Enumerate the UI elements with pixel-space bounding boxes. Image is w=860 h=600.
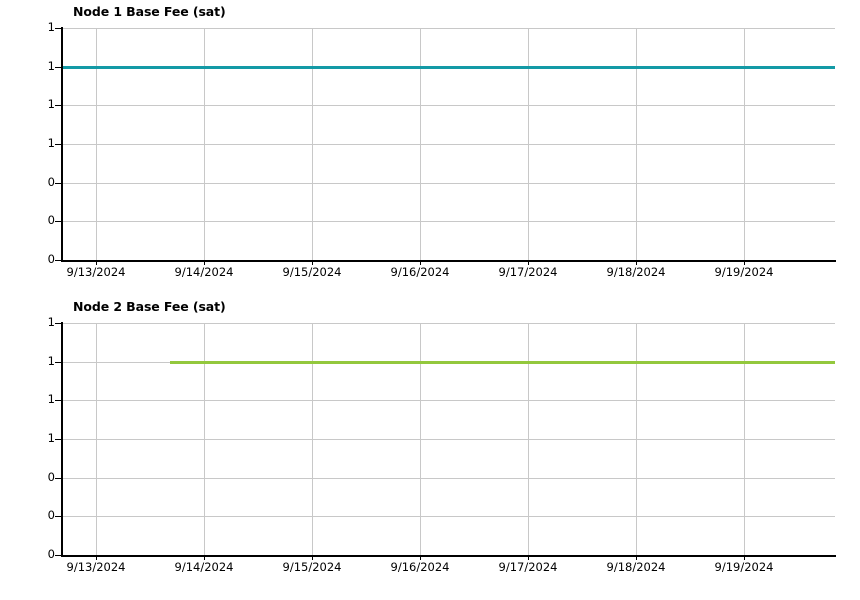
gridline-horizontal [62,323,835,324]
y-axis-tick [55,516,62,517]
gridline-horizontal [62,439,835,440]
y-axis-tick [55,28,62,29]
y-axis-tick [55,105,62,106]
y-axis-tick-label: 0 [47,252,55,266]
gridline-vertical [636,323,637,555]
x-axis-tick [528,555,529,560]
gridline-vertical [204,323,205,555]
gridline-vertical [636,28,637,260]
y-axis-tick [55,323,62,324]
plot-inner [62,28,835,260]
x-axis-tick [204,555,205,560]
gridline-vertical [744,28,745,260]
x-axis-tick [636,555,637,560]
x-axis-tick [636,260,637,265]
x-axis-tick-label: 9/16/2024 [390,265,450,279]
gridline-horizontal [62,183,835,184]
y-axis-tick [55,183,62,184]
x-axis-tick-label: 9/17/2024 [498,560,558,574]
y-axis-tick [55,555,62,556]
gridline-vertical [204,28,205,260]
plot-inner [62,323,835,555]
gridline-horizontal [62,400,835,401]
x-axis-tick [96,260,97,265]
y-axis-tick-label: 1 [47,136,55,150]
x-axis-tick-label: 9/18/2024 [606,265,666,279]
x-axis-tick [204,260,205,265]
x-axis [61,260,836,262]
gridline-vertical [96,28,97,260]
y-axis-tick-label: 0 [47,175,55,189]
gridline-horizontal [62,478,835,479]
gridline-horizontal [62,144,835,145]
y-axis [61,322,63,556]
y-axis-tick-label: 1 [47,431,55,445]
chart-panel-2: Node 2 Base Fee (sat) 1 1 1 1 0 0 0 9/13/2024 9/1… [0,295,860,600]
y-axis-tick-label: 1 [47,315,55,329]
y-axis-tick-label: 0 [47,213,55,227]
y-axis-tick [55,260,62,261]
x-axis-tick-label: 9/13/2024 [66,265,126,279]
x-axis-tick [744,555,745,560]
gridline-vertical [312,28,313,260]
y-axis-tick [55,362,62,363]
x-axis-tick [96,555,97,560]
y-axis-tick [55,221,62,222]
gridline-horizontal [62,516,835,517]
x-axis-tick [744,260,745,265]
plot-area [62,28,835,260]
y-axis-tick [55,144,62,145]
plot-area [62,323,835,555]
gridline-horizontal [62,221,835,222]
gridline-vertical [744,323,745,555]
gridline-vertical [528,28,529,260]
gridline-vertical [420,323,421,555]
x-axis-tick-label: 9/14/2024 [174,560,234,574]
series-line-node-1 [62,66,835,69]
y-axis-tick-label: 1 [47,59,55,73]
x-axis-tick-label: 9/15/2024 [282,265,342,279]
gridline-vertical [96,323,97,555]
x-axis-tick-label: 9/13/2024 [66,560,126,574]
x-axis-tick-label: 9/15/2024 [282,560,342,574]
x-axis [61,555,836,557]
x-axis-tick [312,260,313,265]
gridline-vertical [528,323,529,555]
x-axis-tick [528,260,529,265]
y-axis-tick [55,478,62,479]
x-axis-tick-label: 9/18/2024 [606,560,666,574]
y-axis-tick [55,439,62,440]
chart-title: Node 1 Base Fee (sat) [73,4,226,19]
chart-panel-1: Node 1 Base Fee (sat) 1 1 1 1 0 0 0 9/13/2024 9/1… [0,0,860,295]
x-axis-tick [420,260,421,265]
y-axis-tick-label: 0 [47,470,55,484]
y-axis-tick-label: 1 [47,392,55,406]
gridline-vertical [312,323,313,555]
x-axis-tick [420,555,421,560]
gridline-vertical [420,28,421,260]
y-axis-tick-label: 1 [47,97,55,111]
y-axis-tick [55,67,62,68]
x-axis-tick-label: 9/16/2024 [390,560,450,574]
y-axis-tick-label: 0 [47,508,55,522]
x-axis-tick-label: 9/19/2024 [714,265,774,279]
series-line-node-2 [170,361,835,364]
x-axis-tick-label: 9/14/2024 [174,265,234,279]
x-axis-tick-label: 9/19/2024 [714,560,774,574]
x-axis-tick-label: 9/17/2024 [498,265,558,279]
x-axis-tick [312,555,313,560]
gridline-horizontal [62,105,835,106]
y-axis-tick-label: 1 [47,20,55,34]
y-axis-tick-label: 1 [47,354,55,368]
gridline-horizontal [62,28,835,29]
y-axis-tick-label: 0 [47,547,55,561]
chart-title: Node 2 Base Fee (sat) [73,299,226,314]
y-axis-tick [55,400,62,401]
y-axis [61,27,63,261]
